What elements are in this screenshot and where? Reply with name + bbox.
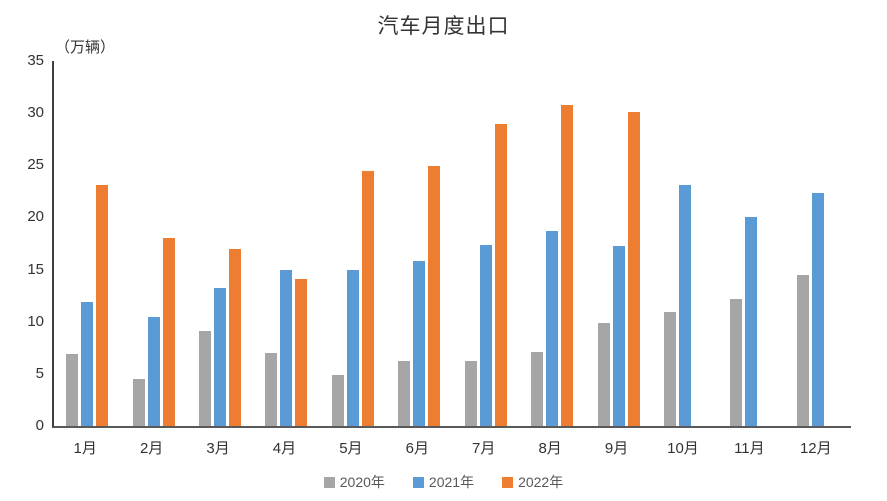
bar-2020年-7月 [464,361,477,426]
legend-item-2022年: 2022年 [502,472,563,492]
category-group-7月 [453,61,519,426]
bar-2021年-2月 [147,316,160,426]
bar-2022年-3月 [229,248,242,426]
category-group-3月 [187,61,253,426]
bar-2020年-12月 [796,274,809,426]
bar-2021年-12月 [811,193,824,426]
category-group-5月 [320,61,386,426]
bar-2021年-8月 [546,231,559,426]
x-label-9月: 9月 [604,440,629,457]
legend-swatch-icon [323,476,335,488]
bar-2020年-4月 [265,353,278,426]
category-group-11月 [718,61,784,426]
category-group-9月 [585,61,651,426]
legend-item-2021年: 2021年 [412,472,475,492]
bar-2021年-5月 [346,269,359,426]
y-tick-label-0: 0 [35,417,44,434]
legend: 2020年 2021年 2022年 [0,472,887,492]
legend-swatch-icon [502,476,514,488]
bar-2022年-7月 [494,123,507,426]
bar-2022年-5月 [361,170,374,426]
y-tick-label-15: 15 [27,260,44,278]
x-label-4月: 4月 [272,440,297,457]
x-label-3月: 3月 [206,440,230,457]
x-label-5月: 5月 [339,440,363,457]
category-group-4月 [253,61,319,426]
bar-2022年-4月 [295,278,308,426]
bar-2020年-8月 [531,351,544,426]
bar-2020年-2月 [132,379,145,426]
category-group-12月 [785,61,851,426]
bar-2022年-2月 [162,238,175,426]
y-tick-label-10: 10 [27,312,44,330]
bar-2021年-4月 [280,269,293,426]
category-group-6月 [386,61,452,426]
x-label-6月: 6月 [405,440,429,457]
x-label-12月: 12月 [799,440,832,457]
bar-2021年-7月 [479,244,492,426]
y-tick-label-25: 25 [27,156,44,174]
bar-2021年-6月 [413,261,426,426]
y-tick-label-30: 30 [27,104,44,122]
y-tick-label-20: 20 [27,208,44,226]
bar-2020年-6月 [398,361,411,426]
bar-2020年-11月 [730,298,743,426]
bar-2021年-10月 [678,185,691,426]
x-label-8月: 8月 [538,440,562,457]
category-group-10月 [652,61,718,426]
bar-2022年-1月 [96,185,109,426]
y-axis-unit-label: （万辆） [55,39,116,56]
legend-label: 2021年 [428,474,475,490]
bar-2020年-10月 [663,312,676,426]
bar-2020年-1月 [66,354,79,426]
legend-swatch-icon [412,476,424,488]
category-group-8月 [519,61,585,426]
chart-title: 汽车月度出口 [377,14,510,38]
bar-2022年-8月 [561,104,574,426]
category-group-2月 [120,61,186,426]
plot-area [52,61,851,428]
bar-2021年-1月 [81,301,94,426]
bar-2021年-3月 [214,288,227,426]
legend-item-2020年: 2020年 [323,472,385,492]
bar-2022年-6月 [428,166,441,426]
x-label-1月: 1月 [73,440,97,457]
x-label-11月: 11月 [734,440,765,457]
bar-2020年-9月 [597,322,610,426]
y-tick-label-35: 35 [27,52,44,69]
bar-2022年-9月 [627,112,640,426]
y-tick-label-5: 5 [35,364,44,382]
bar-2021年-9月 [612,245,625,426]
x-label-7月: 7月 [472,440,496,457]
legend-label: 2020年 [339,474,385,490]
bar-2020年-5月 [331,374,344,426]
x-label-2月: 2月 [139,440,164,457]
bar-2020年-3月 [199,331,212,426]
legend-label: 2022年 [518,474,564,490]
bar-2021年-11月 [745,217,758,426]
x-label-10月: 10月 [667,440,699,457]
category-group-1月 [54,61,120,426]
